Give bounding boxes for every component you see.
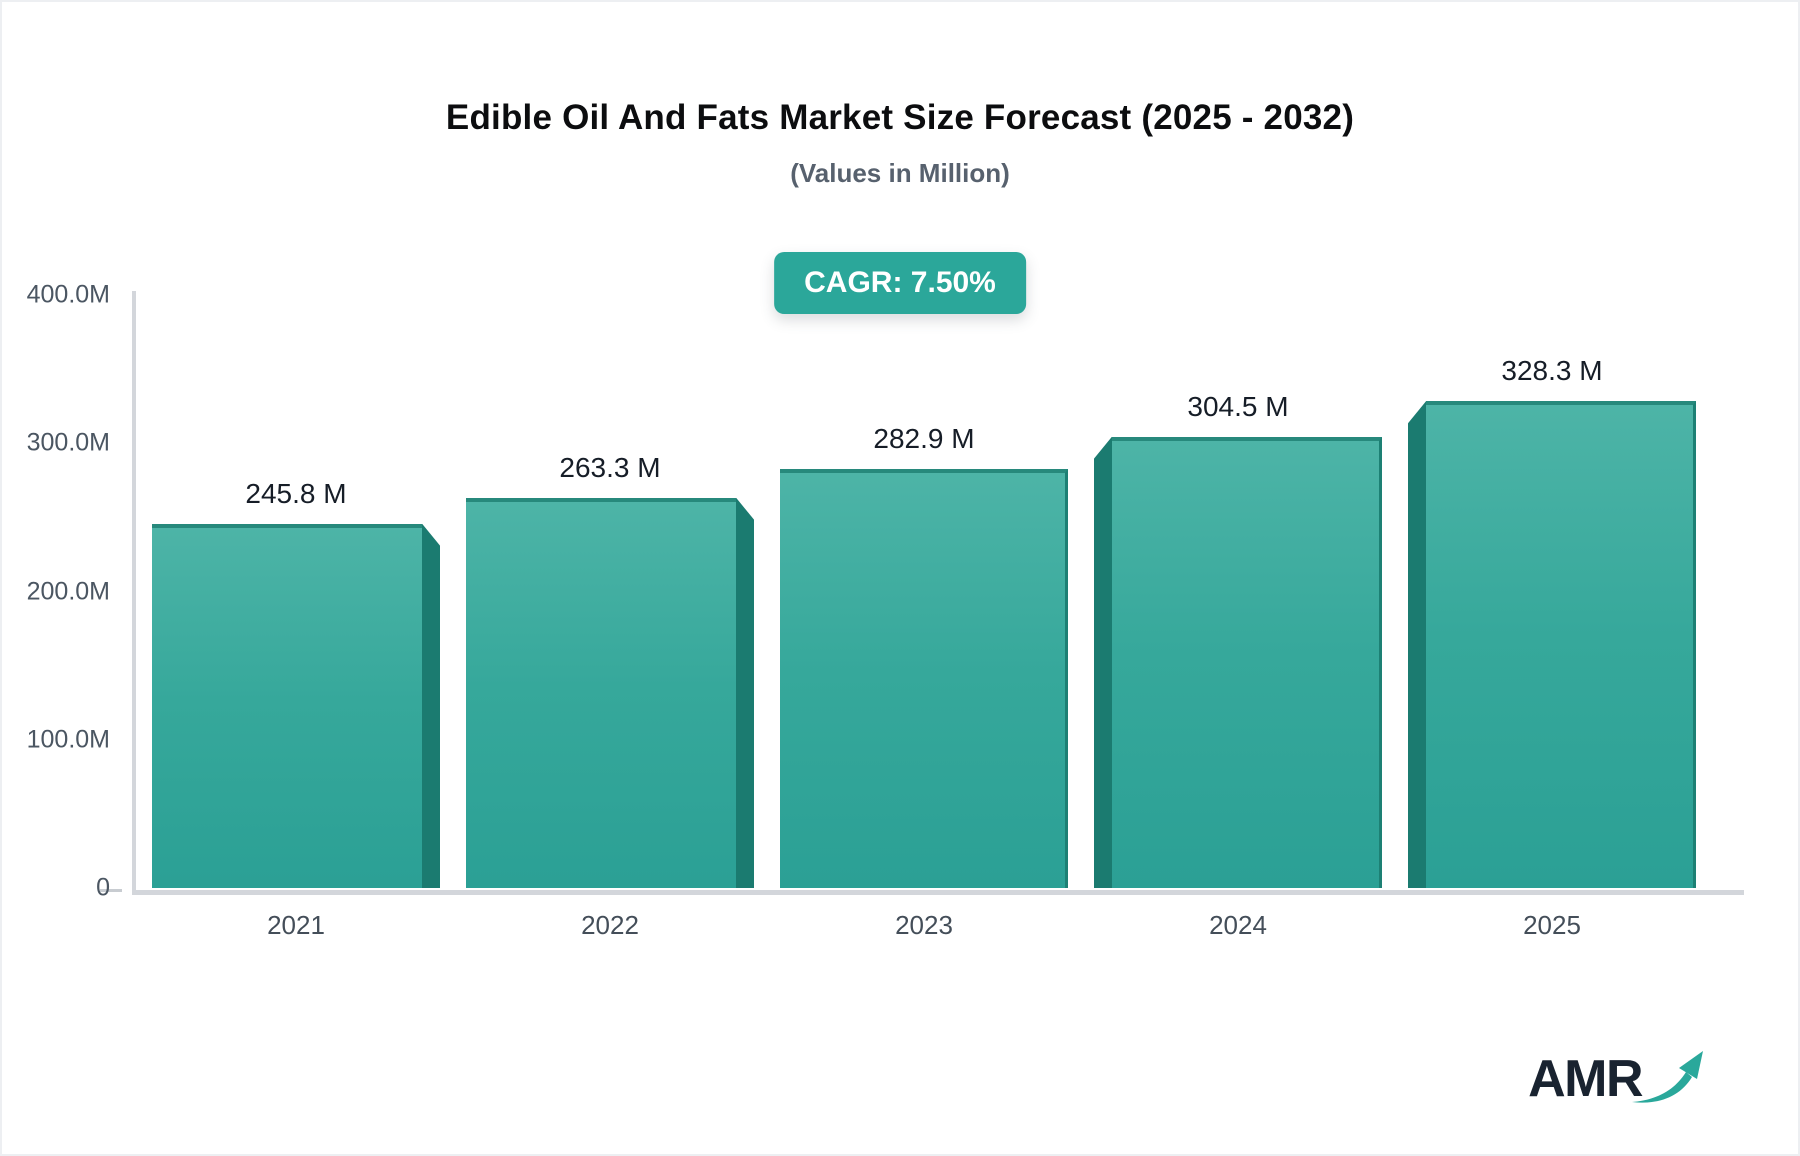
x-axis-line: [132, 890, 1744, 895]
amr-logo-text: AMR: [1528, 1050, 1643, 1108]
bar-value-label: 304.5 M: [1187, 390, 1289, 422]
chart-subtitle: (Values in Million): [790, 158, 1010, 188]
amr-logo-arrow-icon: [1632, 1051, 1703, 1103]
bar-2024: 304.5 M: [1094, 391, 1382, 888]
amr-logo: AMR: [1528, 1046, 1704, 1112]
y-tick-label: 0: [96, 873, 110, 902]
bar-front-face: [1426, 401, 1696, 888]
zero-tick-mark: [100, 889, 122, 892]
bar-2021: 245.8 M: [152, 478, 440, 888]
y-axis-line: [132, 291, 136, 892]
cagr-badge-label: CAGR: 7.50%: [804, 266, 996, 299]
bar-value-label: 328.3 M: [1501, 355, 1603, 387]
bar-value-label: 263.3 M: [559, 451, 661, 483]
bar-front-face: [466, 497, 736, 888]
bar-value-label: 245.8 M: [245, 477, 347, 509]
x-axis-labels: 2021 2022 2023 2024 2025: [152, 910, 1696, 941]
bar-front-face: [152, 523, 422, 888]
bar-front-face: [780, 468, 1068, 888]
x-tick-label-2021: 2021: [267, 910, 325, 940]
x-tick-label-2025: 2025: [1523, 910, 1581, 940]
bar-3d-side: [736, 497, 754, 888]
bar-3d-side: [1408, 401, 1426, 888]
y-tick-label: 100.0M: [26, 725, 110, 754]
x-tick-label-2024: 2024: [1209, 910, 1267, 940]
bar-front-face: [1112, 436, 1382, 888]
cagr-badge: CAGR: 7.50%: [774, 252, 1026, 314]
y-axis-labels: 400.0M 300.0M 200.0M 100.0M 0: [2, 281, 110, 902]
bar-2023: 282.9 M: [780, 423, 1068, 888]
bar-2022: 263.3 M: [466, 452, 754, 888]
y-tick-label: 200.0M: [26, 577, 110, 605]
bars-group: 245.8 M 263.3 M 282.9 M 304.5 M 328.3 M: [152, 295, 1696, 888]
x-tick-label-2023: 2023: [895, 910, 953, 940]
bar-value-label: 282.9 M: [873, 422, 975, 454]
bar-3d-side: [422, 523, 440, 888]
bar-chart: 400.0M 300.0M 200.0M 100.0M 0 245.8 M 263.3 M…: [2, 281, 1744, 940]
chart-title: Edible Oil And Fats Market Size Forecast…: [445, 98, 1355, 137]
y-tick-label: 300.0M: [26, 428, 110, 457]
y-tick-label: 400.0M: [26, 280, 110, 309]
x-tick-label-2022: 2022: [581, 910, 639, 940]
bar-2025: 328.3 M: [1408, 355, 1696, 888]
bar-3d-side: [1094, 436, 1112, 888]
